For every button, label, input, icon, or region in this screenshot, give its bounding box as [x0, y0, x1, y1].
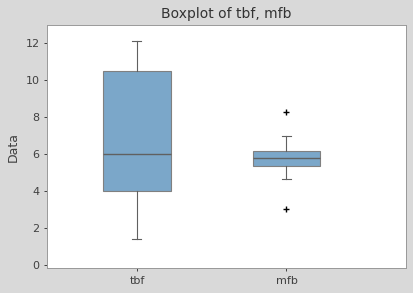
PathPatch shape	[103, 71, 171, 191]
Title: Boxplot of tbf, mfb: Boxplot of tbf, mfb	[161, 7, 292, 21]
PathPatch shape	[253, 151, 320, 166]
Y-axis label: Data: Data	[7, 132, 20, 162]
